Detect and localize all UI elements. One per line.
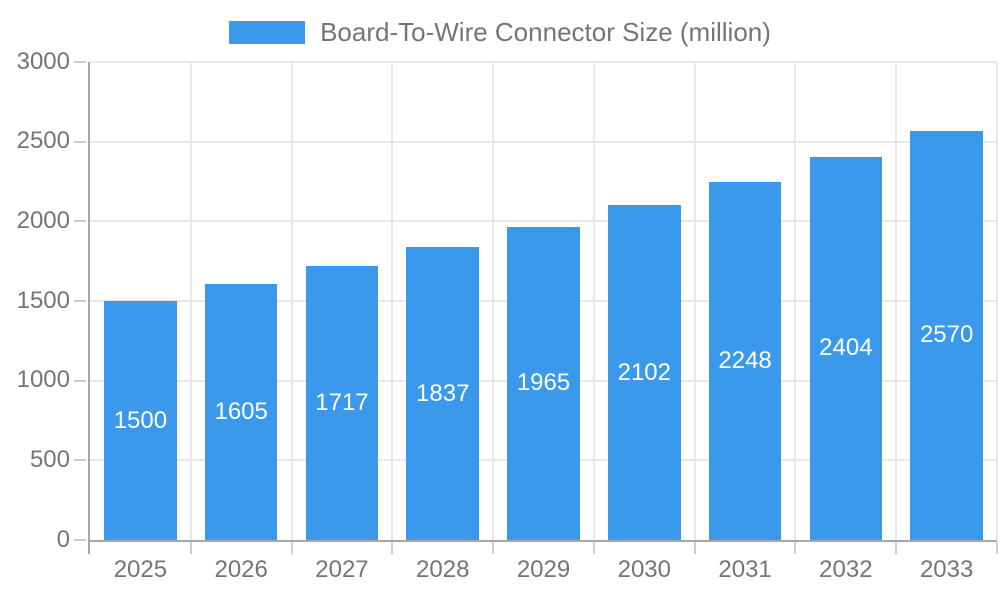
x-axis-label: 2030 — [617, 556, 671, 583]
y-axis-label: 0 — [56, 525, 70, 553]
x-axis-label: 2025 — [113, 556, 168, 583]
y-axis-tick-bottom — [88, 542, 90, 554]
y-axis-label: 2500 — [16, 127, 70, 155]
bar-value-label: 1605 — [214, 398, 268, 426]
x-axis-label: 2029 — [516, 556, 571, 583]
x-axis-label: 2031 — [718, 556, 772, 583]
y-axis-label: 2000 — [16, 207, 70, 235]
chart-legend: Board-To-Wire Connector Size (million) — [0, 17, 1000, 48]
plot-area: 0 500 1000 1500 2000 2500 3000 1500 2025 1605 2026… — [17, 48, 999, 583]
x-gridline — [895, 62, 898, 540]
y-axis-label: 1000 — [16, 366, 70, 394]
bar: 1965 — [507, 226, 580, 540]
y-gridline — [90, 61, 997, 63]
bar-value-label: 1717 — [315, 389, 369, 417]
bar: 1717 — [305, 266, 379, 540]
category-cell: 2102 2030 — [594, 62, 696, 583]
bar-value-label: 1500 — [113, 406, 168, 434]
category-cell: 1717 2027 — [292, 62, 394, 583]
bar: 1605 — [204, 284, 278, 540]
category-cell: 1837 2028 — [392, 62, 495, 583]
x-gridline — [189, 62, 192, 540]
bar-value-label: 2570 — [919, 321, 974, 349]
x-gridline — [996, 62, 999, 540]
category-cell: 2404 2032 — [795, 62, 898, 583]
bar-value-label: 2404 — [819, 334, 873, 362]
bar: 2102 — [608, 205, 681, 540]
y-axis-tick — [74, 220, 86, 223]
y-axis-label: 500 — [29, 446, 70, 474]
x-axis-tick — [189, 542, 192, 554]
x-gridline — [492, 62, 495, 540]
category-cell: 2570 2033 — [896, 62, 999, 583]
category-cell: 1965 2029 — [493, 62, 595, 583]
bar: 1500 — [104, 301, 177, 540]
x-gridline — [592, 62, 595, 540]
y-axis-tick — [74, 379, 86, 382]
x-axis-tick — [592, 542, 595, 554]
bar-value-label: 2102 — [617, 358, 671, 386]
x-axis-tick — [693, 542, 696, 554]
x-axis-label: 2026 — [214, 556, 268, 583]
y-gridline — [90, 140, 997, 143]
x-axis-tick — [492, 542, 495, 554]
category-cells: 1500 2025 1605 2026 1717 2027 1837 2028 1965 2029… — [90, 62, 999, 583]
x-axis-label: 2027 — [315, 556, 369, 583]
x-axis-tick — [290, 542, 293, 554]
x-gridline — [391, 62, 394, 540]
y-axis-tick — [74, 539, 86, 541]
x-gridline — [794, 62, 797, 540]
x-axis-label: 2028 — [416, 556, 470, 583]
x-axis-label: 2033 — [919, 556, 974, 583]
bar-value-label: 1965 — [516, 369, 571, 397]
bar: 2570 — [910, 130, 983, 540]
y-gridline — [90, 220, 997, 223]
category-cell: 2248 2031 — [695, 62, 797, 583]
bar: 1837 — [406, 247, 480, 540]
x-axis-tick — [794, 542, 797, 554]
bar: 2248 — [708, 181, 782, 540]
category-cell: 1500 2025 — [90, 62, 192, 583]
legend-swatch — [229, 21, 306, 44]
category-cell: 1605 2026 — [191, 62, 293, 583]
x-gridline — [290, 62, 293, 540]
y-axis-tick — [74, 140, 86, 143]
x-axis-label: 2032 — [819, 556, 873, 583]
x-axis-tick — [391, 542, 394, 554]
x-gridline — [693, 62, 696, 540]
x-axis-tick — [895, 542, 898, 554]
y-axis-label: 1500 — [16, 286, 70, 314]
x-axis-tick — [996, 542, 999, 554]
bar-value-label: 1837 — [416, 379, 470, 407]
y-axis-label: 3000 — [16, 47, 70, 75]
y-axis-tick — [74, 61, 86, 63]
bar-value-label: 2248 — [718, 346, 772, 374]
bar: 2404 — [809, 156, 883, 540]
y-axis-tick — [74, 459, 86, 462]
legend-label: Board-To-Wire Connector Size (million) — [320, 17, 771, 47]
y-axis-tick — [74, 300, 86, 302]
